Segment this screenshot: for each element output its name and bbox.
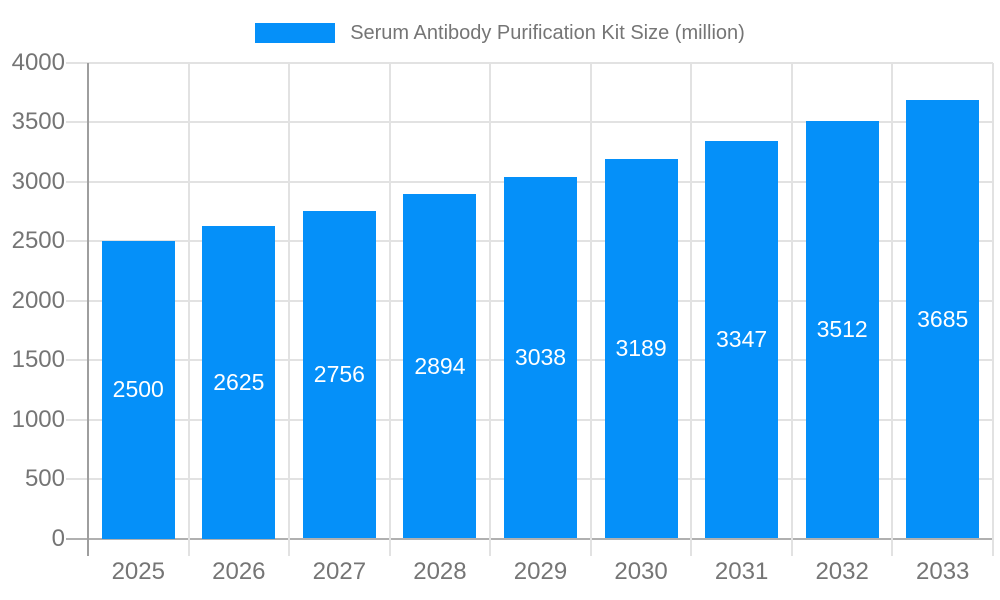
bar-value-label: 3512 <box>816 316 868 343</box>
legend-swatch[interactable] <box>255 23 336 43</box>
gridline-vertical <box>790 63 793 556</box>
gridline-vertical <box>288 63 291 556</box>
bar-value-label: 2756 <box>313 361 365 388</box>
bar-2025[interactable]: 2500 <box>101 241 175 539</box>
y-axis-line <box>87 63 89 556</box>
gridline-vertical <box>489 63 492 556</box>
gridline-vertical <box>589 63 592 556</box>
bar-value-label: 3347 <box>716 326 768 353</box>
gridline-vertical <box>187 63 190 556</box>
bar-value-label: 3038 <box>514 344 567 371</box>
gridline-vertical <box>891 63 894 556</box>
y-tick-label: 3500 <box>11 108 65 136</box>
y-tick-label: 2000 <box>11 286 65 314</box>
bar-2031[interactable]: 3347 <box>705 140 779 539</box>
gridline-vertical <box>992 63 994 556</box>
x-tick-label: 2028 <box>413 558 467 585</box>
legend[interactable]: Serum Antibody Purification Kit Size (mi… <box>0 21 1000 45</box>
bar-2029[interactable]: 3038 <box>504 177 577 539</box>
x-tick-label: 2025 <box>111 558 165 585</box>
y-tick-label: 3000 <box>11 167 65 195</box>
gridline-vertical <box>690 63 693 556</box>
bar-2028[interactable]: 2894 <box>403 194 477 539</box>
gridline-vertical <box>388 63 391 556</box>
legend-label: Serum Antibody Purification Kit Size (mi… <box>350 21 745 44</box>
bar-value-label: 3189 <box>615 335 667 362</box>
bar-value-label: 3685 <box>917 305 969 332</box>
bar-2027[interactable]: 2756 <box>302 210 376 539</box>
bar-2030[interactable]: 3189 <box>604 159 678 539</box>
y-tick-label: 500 <box>24 465 65 493</box>
gridline-horizontal <box>66 121 993 124</box>
bar-value-label: 2500 <box>112 376 164 403</box>
x-tick-label: 2032 <box>815 558 869 585</box>
x-tick-label: 2033 <box>916 558 970 585</box>
bar-value-label: 2894 <box>414 352 466 379</box>
gridline-horizontal <box>66 62 993 64</box>
x-tick-label: 2027 <box>312 558 367 585</box>
y-tick-label: 1000 <box>11 405 65 433</box>
x-tick-label: 2031 <box>714 558 769 585</box>
bar-2032[interactable]: 3512 <box>805 121 879 539</box>
y-tick-label: 1500 <box>11 346 65 374</box>
x-tick-label: 2030 <box>614 558 668 585</box>
x-tick-label: 2026 <box>212 558 266 585</box>
y-tick-label: 2500 <box>11 227 65 255</box>
bar-2033[interactable]: 3685 <box>906 100 980 539</box>
y-tick-label: 4000 <box>11 49 65 76</box>
bar-2026[interactable]: 2625 <box>202 226 276 539</box>
x-axis-baseline <box>66 537 993 540</box>
bar-value-label: 2625 <box>213 368 265 395</box>
y-tick-label: 0 <box>51 524 65 552</box>
x-tick-label: 2029 <box>513 558 568 585</box>
